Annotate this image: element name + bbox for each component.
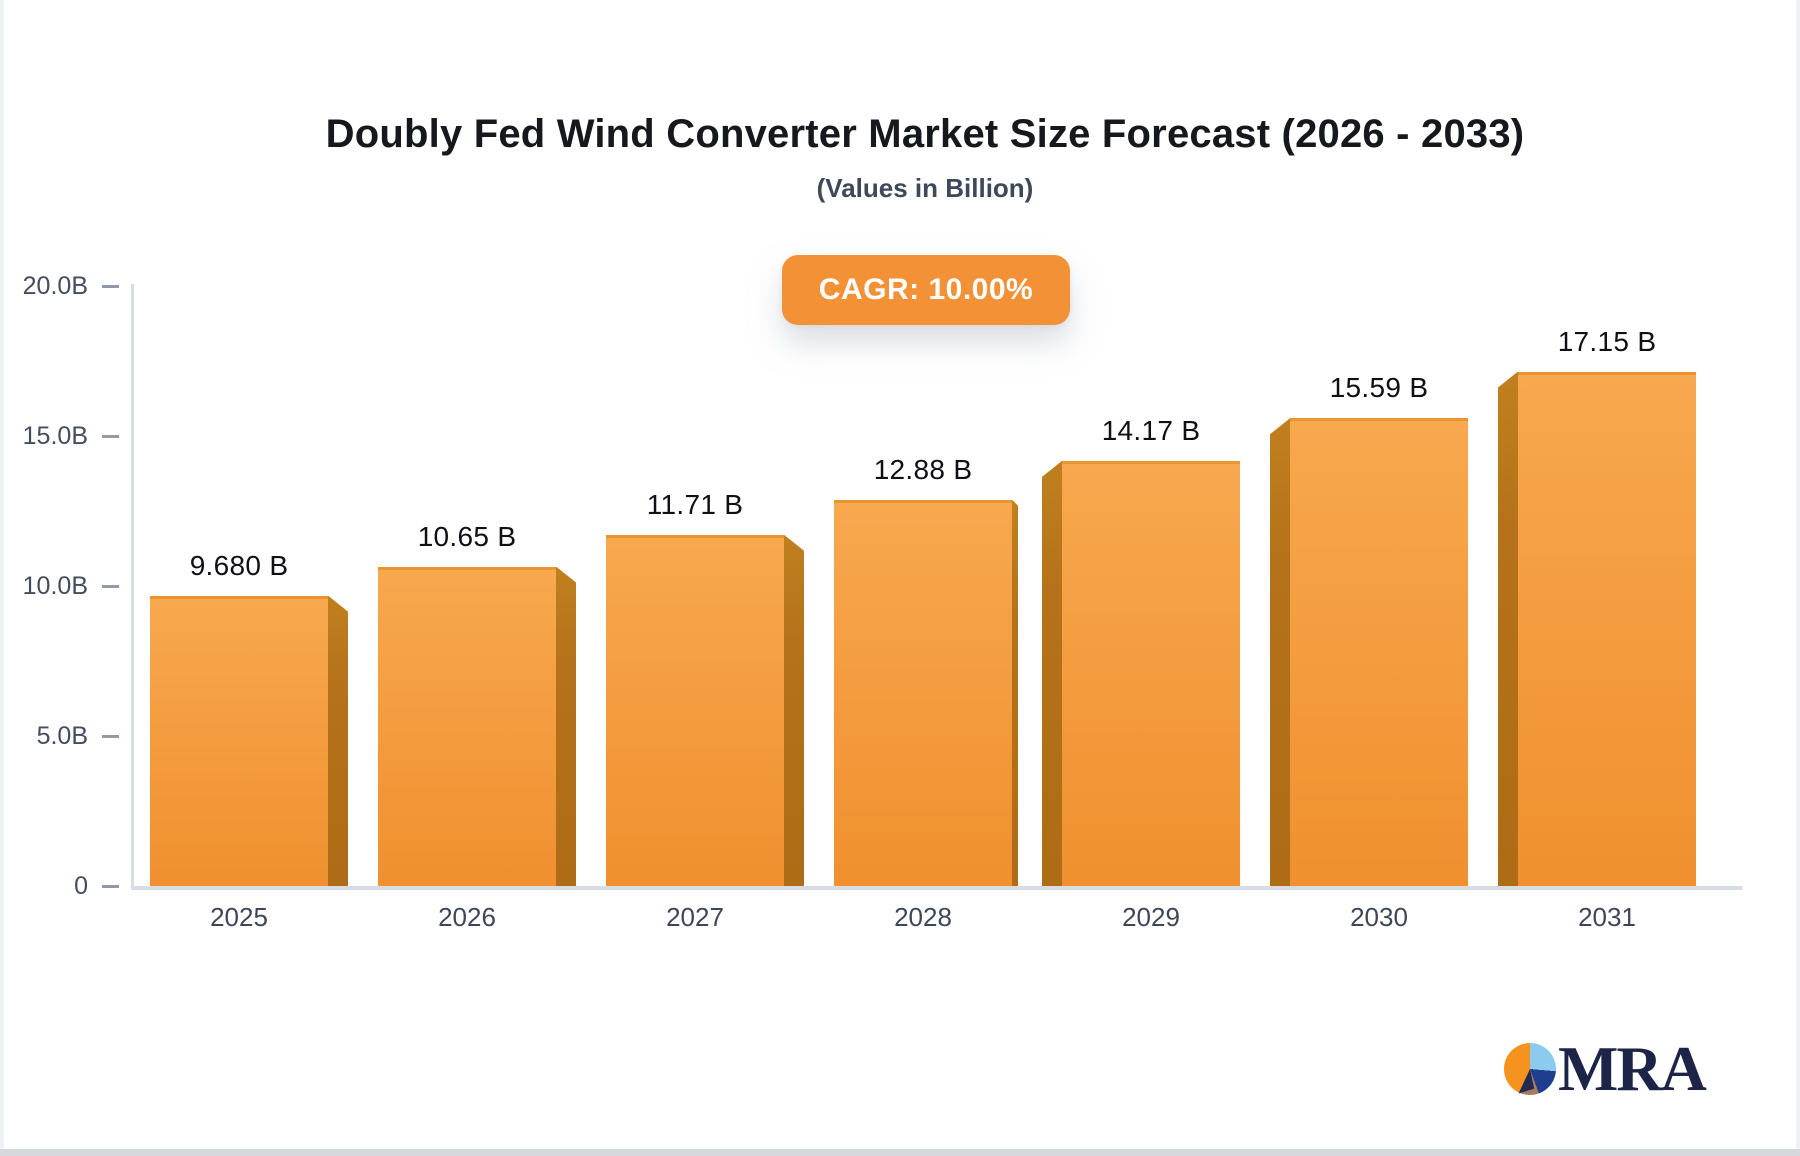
x-axis-label: 2026 [438,902,496,932]
bar-side-panel [556,566,576,886]
bottom-border [0,1149,1800,1156]
bar-2031 [1518,371,1696,886]
page-title: Doubly Fed Wind Converter Market Size Fo… [325,112,1525,156]
y-tick-mark [102,735,119,738]
bar-2025 [150,595,328,886]
page-subtitle: (Values in Billion) [816,173,1034,203]
bar-side-panel [1270,418,1290,886]
bar-value-label: 12.88 B [873,453,973,485]
x-axis-label: 2025 [210,902,268,932]
x-axis [131,886,1742,890]
x-axis-label: 2029 [1122,902,1180,932]
y-tick-mark [102,885,119,888]
y-tick-mark [102,435,119,438]
mra-logo: MRA [1504,1033,1707,1104]
bar-side-panel [784,534,804,886]
mra-logo-text: MRA [1558,1033,1707,1104]
y-tick-label: 20.0B [22,272,88,300]
left-border [0,0,4,1156]
y-tick-mark [102,285,119,288]
y-tick-label: 0 [74,872,88,900]
y-tick-label: 5.0B [36,722,88,750]
bar-2029 [1062,460,1240,886]
mra-pie-triangle-icon [1518,1069,1535,1094]
bar-2026 [378,566,556,886]
x-axis-label: 2028 [894,902,952,932]
bar-2027 [606,534,784,886]
y-tick-mark [102,585,119,588]
bar-side-panel [1042,460,1062,886]
bar-value-label: 14.17 B [1101,414,1201,446]
bar-side-panel [328,595,348,886]
bar-value-label: 17.15 B [1557,325,1657,357]
y-axis [131,284,134,889]
bar-2030 [1290,418,1468,886]
mra-pie-icon [1504,1043,1556,1095]
bar-value-label: 11.71 B [646,488,744,520]
x-axis-label: 2027 [666,902,724,932]
x-axis-label: 2031 [1578,902,1636,932]
bar-side-panel [1012,499,1018,886]
bar-value-label: 9.680 B [189,549,289,581]
bar-side-panel [1498,371,1518,886]
cagr-badge-label: CAGR: 10.00% [818,273,1034,306]
bar-value-label: 10.65 B [417,520,517,552]
y-tick-label: 15.0B [22,422,88,450]
bar-2028 [834,499,1012,886]
y-tick-label: 10.0B [22,572,88,600]
x-axis-label: 2030 [1350,902,1408,932]
cagr-badge: CAGR: 10.00% [782,255,1070,325]
bar-value-label: 15.59 B [1329,372,1429,404]
right-border [1796,0,1800,1156]
